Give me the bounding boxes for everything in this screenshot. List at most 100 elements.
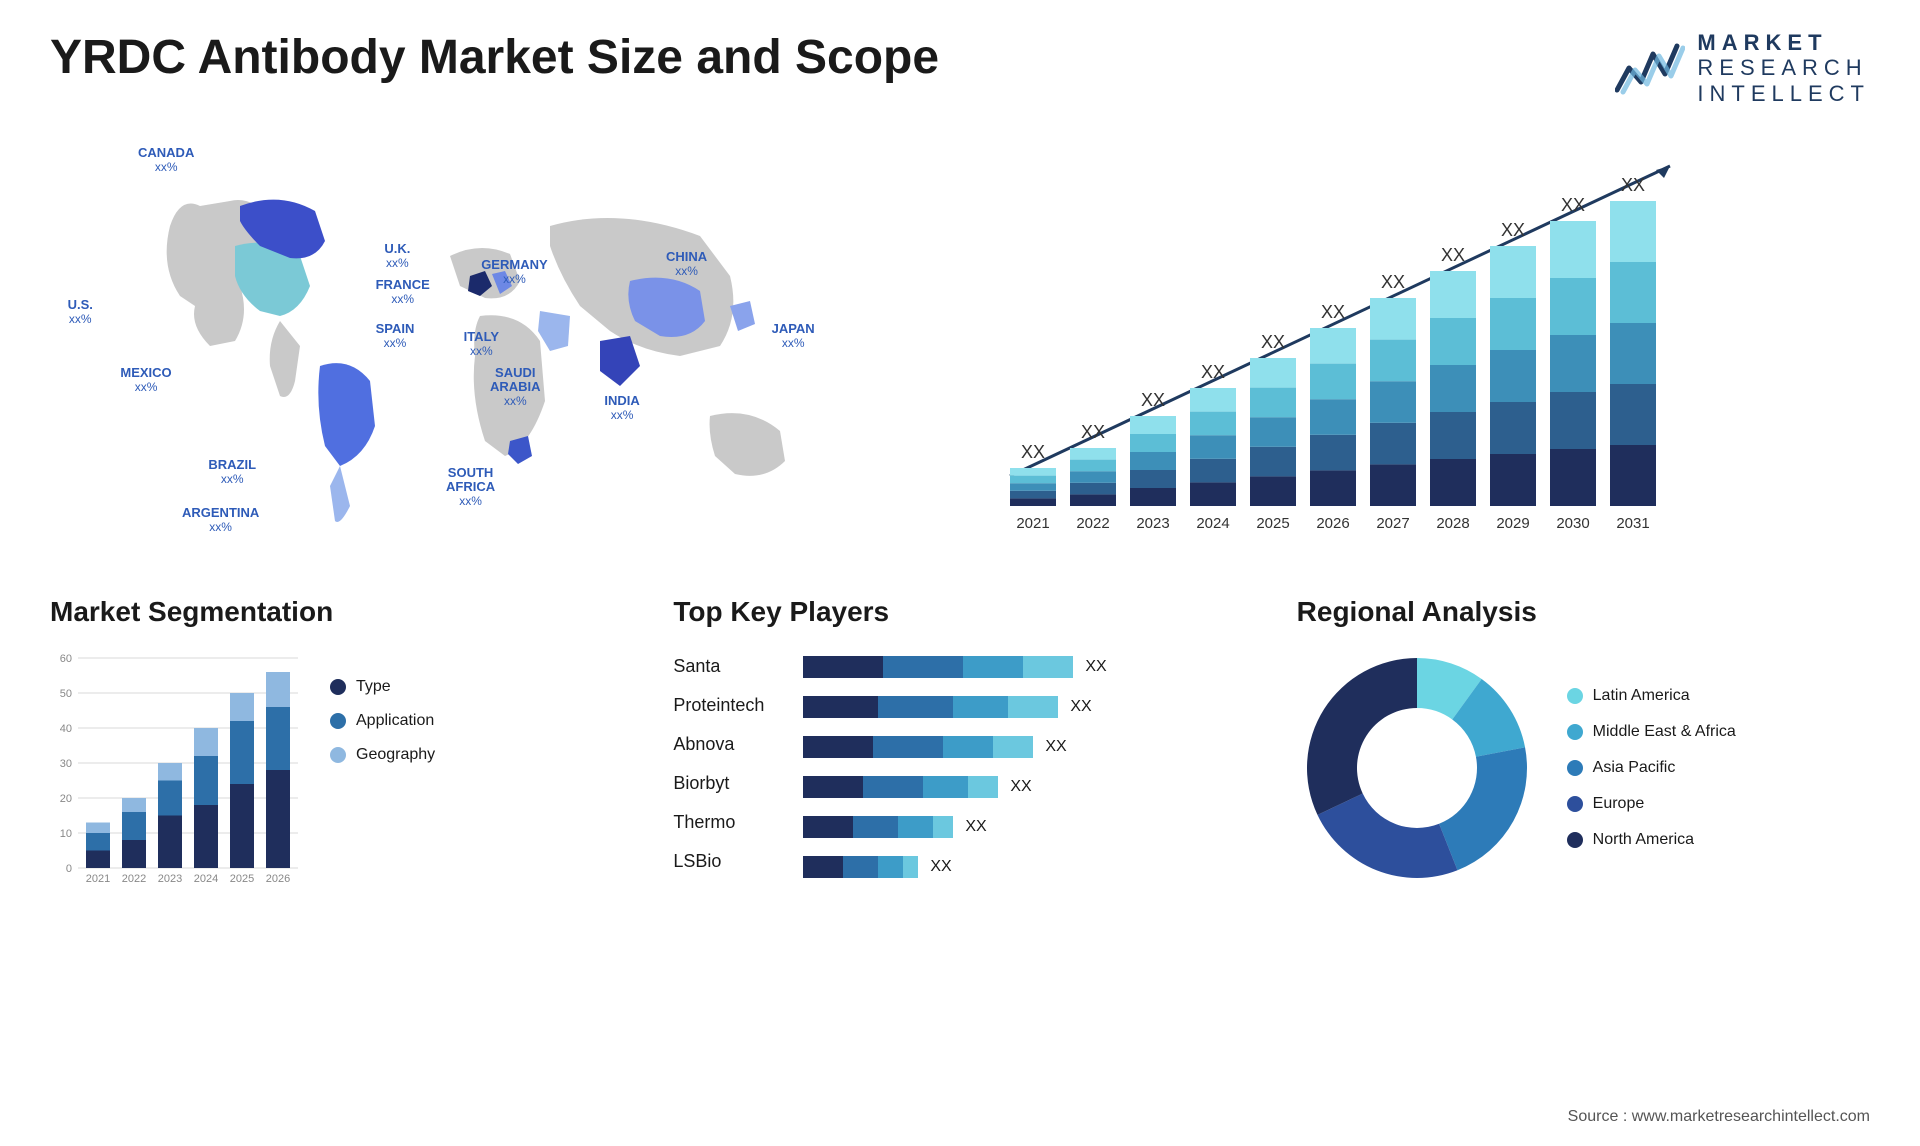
country-label: BRAZILxx%: [208, 458, 256, 487]
seg-legend-item: Geography: [330, 746, 435, 764]
growth-bar-segment: [1190, 435, 1236, 459]
seg-bar-segment: [122, 798, 146, 812]
seg-bar-segment: [122, 840, 146, 868]
brand-logo: MARKET RESEARCH INTELLECT: [1615, 30, 1870, 106]
growth-value-label: XX: [1441, 245, 1465, 265]
svg-text:30: 30: [60, 758, 72, 770]
legend-dot: [1567, 724, 1583, 740]
player-name: LSBio: [673, 851, 783, 872]
legend-label: North America: [1593, 831, 1694, 849]
player-bar-segment: [898, 816, 933, 838]
player-bar-row: XX: [803, 656, 1246, 678]
legend-label: Europe: [1593, 795, 1645, 813]
growth-bar-segment: [1370, 381, 1416, 423]
bottom-row: Market Segmentation 01020304050602021202…: [50, 596, 1870, 898]
logo-text: MARKET RESEARCH INTELLECT: [1697, 30, 1870, 106]
growth-bar-segment: [1130, 434, 1176, 452]
growth-bar-segment: [1490, 454, 1536, 506]
growth-bar-segment: [1430, 318, 1476, 365]
growth-bar-segment: [1490, 246, 1536, 298]
player-bar-segment: [953, 696, 1008, 718]
growth-bar-segment: [1250, 358, 1296, 388]
seg-legend-item: Type: [330, 678, 435, 696]
player-value-label: XX: [930, 858, 951, 876]
player-bar-segment: [803, 736, 873, 758]
growth-bar-segment: [1310, 328, 1356, 364]
player-value-label: XX: [1070, 698, 1091, 716]
svg-text:2025: 2025: [230, 873, 254, 885]
growth-year-label: 2027: [1376, 515, 1409, 532]
seg-bar-segment: [158, 815, 182, 868]
players-title: Top Key Players: [673, 596, 1246, 628]
logo-icon: [1615, 40, 1685, 95]
donut-slice: [1317, 793, 1457, 877]
growth-value-label: XX: [1381, 272, 1405, 292]
country-label: CHINAxx%: [666, 250, 707, 279]
growth-bar-segment: [1010, 468, 1056, 476]
seg-bar-segment: [194, 805, 218, 868]
player-bar-segment: [1008, 696, 1058, 718]
donut-slice: [1439, 747, 1527, 870]
growth-bar-segment: [1550, 335, 1596, 392]
regional-legend-item: Middle East & Africa: [1567, 723, 1736, 741]
seg-bar-segment: [194, 728, 218, 756]
regional-panel: Regional Analysis Latin AmericaMiddle Ea…: [1297, 596, 1870, 898]
growth-bar-segment: [1430, 459, 1476, 506]
country-label: INDIAxx%: [604, 394, 639, 423]
player-bar: [803, 696, 1058, 718]
growth-value-label: XX: [1081, 422, 1105, 442]
player-name: Santa: [673, 656, 783, 677]
regional-legend-item: Asia Pacific: [1567, 759, 1736, 777]
regional-title: Regional Analysis: [1297, 596, 1870, 628]
legend-dot: [1567, 832, 1583, 848]
regional-content: Latin AmericaMiddle East & AfricaAsia Pa…: [1297, 648, 1870, 888]
country-label: CANADAxx%: [138, 146, 194, 175]
segmentation-title: Market Segmentation: [50, 596, 623, 628]
player-bar-segment: [883, 656, 963, 678]
legend-dot: [1567, 688, 1583, 704]
country-label: ARGENTINAxx%: [182, 506, 259, 535]
legend-dot: [330, 679, 346, 695]
player-value-label: XX: [965, 818, 986, 836]
growth-bar-segment: [1370, 298, 1416, 340]
growth-bar-segment: [1250, 476, 1296, 506]
growth-bar-segment: [1610, 323, 1656, 384]
growth-bar-segment: [1370, 339, 1416, 381]
svg-text:60: 60: [60, 653, 72, 665]
seg-bar-segment: [86, 833, 110, 851]
player-bar-segment: [803, 656, 883, 678]
player-bar: [803, 856, 918, 878]
country-label: MEXICOxx%: [120, 366, 171, 395]
regional-legend-item: North America: [1567, 831, 1736, 849]
growth-bar-segment: [1190, 411, 1236, 435]
growth-bar-segment: [1130, 488, 1176, 506]
svg-text:2021: 2021: [86, 873, 110, 885]
country-label: ITALYxx%: [464, 330, 499, 359]
segmentation-content: 0102030405060202120222023202420252026 Ty…: [50, 648, 623, 898]
legend-dot: [330, 713, 346, 729]
growth-bar-segment: [1070, 483, 1116, 495]
player-bar-segment: [933, 816, 953, 838]
player-value-label: XX: [1085, 658, 1106, 676]
growth-bar-segment: [1370, 464, 1416, 506]
top-row: CANADAxx%U.S.xx%MEXICOxx%BRAZILxx%ARGENT…: [50, 146, 1870, 546]
svg-text:40: 40: [60, 723, 72, 735]
growth-year-label: 2026: [1316, 515, 1349, 532]
growth-bar-segment: [1490, 350, 1536, 402]
country-label: SPAINxx%: [376, 322, 415, 351]
player-value-label: XX: [1045, 738, 1066, 756]
growth-value-label: XX: [1261, 332, 1285, 352]
growth-bar-segment: [1610, 445, 1656, 506]
growth-year-label: 2025: [1256, 515, 1289, 532]
svg-text:2026: 2026: [266, 873, 290, 885]
growth-chart: XX2021XX2022XX2023XX2024XX2025XX2026XX20…: [990, 146, 1870, 546]
player-bar-segment: [873, 736, 943, 758]
player-bar-row: XX: [803, 696, 1246, 718]
player-bar-segment: [863, 776, 923, 798]
growth-bar-segment: [1490, 298, 1536, 350]
country-label: U.K.xx%: [384, 242, 410, 271]
players-bars: XXXXXXXXXXXX: [803, 648, 1246, 878]
growth-year-label: 2029: [1496, 515, 1529, 532]
player-bar-segment: [803, 776, 863, 798]
growth-value-label: XX: [1021, 442, 1045, 462]
